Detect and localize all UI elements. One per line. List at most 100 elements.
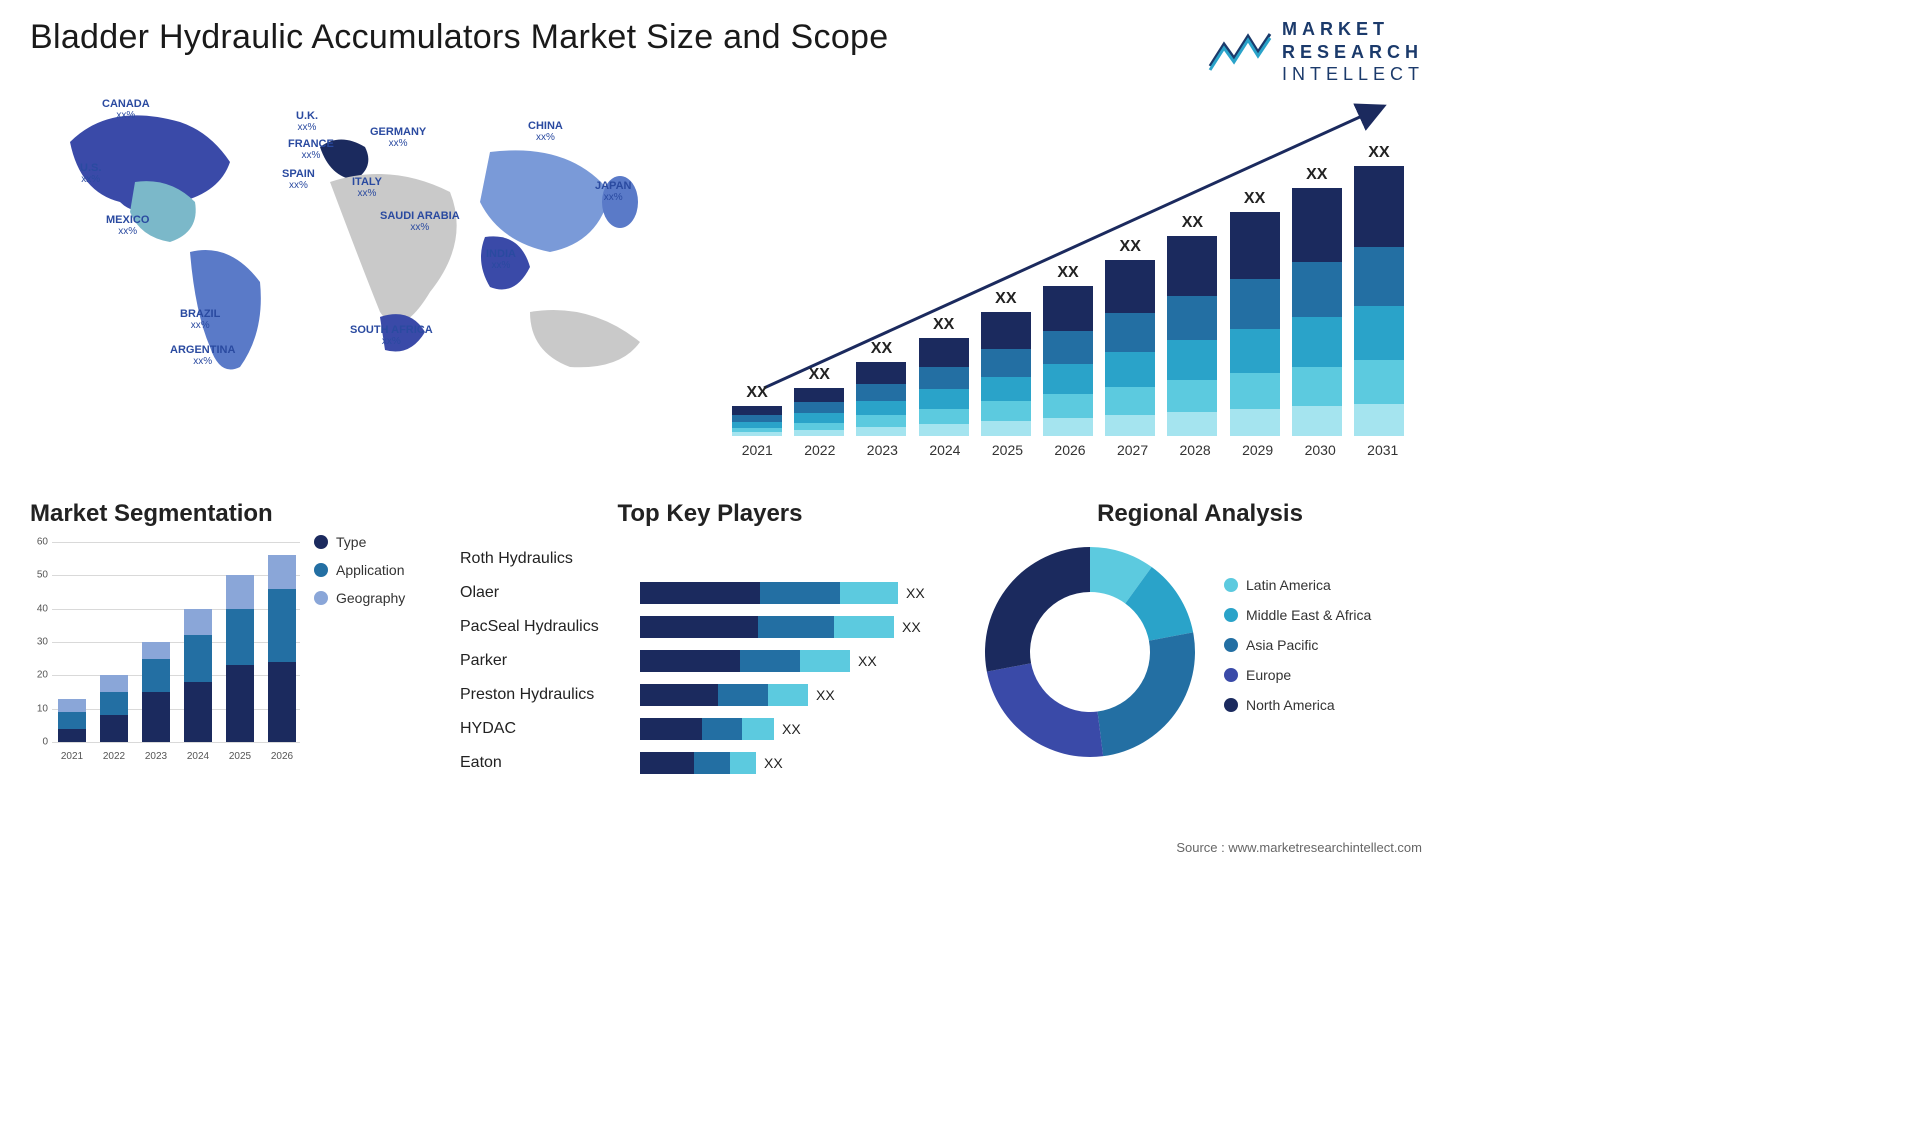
map-label: INDIAxx% <box>486 248 516 271</box>
segmentation-bar <box>138 642 174 742</box>
player-row: Preston Hydraulics XX <box>460 678 960 712</box>
forecast-year-label: 2029 <box>1230 442 1285 458</box>
forecast-year-label: 2024 <box>918 442 973 458</box>
player-value-label: XX <box>816 687 835 703</box>
segmentation-bar <box>54 699 90 742</box>
legend-item: North America <box>1224 697 1371 713</box>
segmentation-legend: Type Application Geography <box>314 534 405 618</box>
forecast-value-label: XX <box>1057 264 1078 282</box>
page-title: Bladder Hydraulic Accumulators Market Si… <box>30 18 888 57</box>
legend-item: Europe <box>1224 667 1371 683</box>
y-tick: 50 <box>37 570 48 581</box>
forecast-year-label: 2026 <box>1043 442 1098 458</box>
seg-year-label: 2025 <box>222 751 258 762</box>
player-row: ParkerXX <box>460 644 960 678</box>
player-row: Roth Hydraulics <box>460 542 960 576</box>
forecast-bar: XX <box>979 290 1033 436</box>
player-row: PacSeal HydraulicsXX <box>460 610 960 644</box>
legend-item: Application <box>314 562 405 578</box>
segmentation-chart: 0102030405060 202120222023202420252026 <box>30 542 300 762</box>
forecast-bar: XX <box>1165 214 1219 436</box>
donut-slice <box>985 547 1090 672</box>
player-name: Roth Hydraulics <box>460 550 630 568</box>
player-value-label: XX <box>764 755 783 771</box>
map-label: SAUDI ARABIAxx% <box>380 210 460 233</box>
forecast-bar: XX <box>792 366 846 436</box>
player-value-label: XX <box>782 721 801 737</box>
forecast-value-label: XX <box>1244 190 1265 208</box>
forecast-bar: XX <box>1352 144 1406 436</box>
player-name: PacSeal Hydraulics <box>460 618 630 636</box>
y-tick: 40 <box>37 603 48 614</box>
segmentation-bar <box>96 675 132 742</box>
forecast-year-label: 2028 <box>1168 442 1223 458</box>
forecast-value-label: XX <box>809 366 830 384</box>
regional-donut-chart <box>980 542 1200 762</box>
player-name: Preston Hydraulics <box>460 686 630 704</box>
forecast-bar: XX <box>1041 264 1095 436</box>
regional-title: Regional Analysis <box>980 500 1420 528</box>
map-label: SPAINxx% <box>282 168 315 191</box>
player-row: OlaerXX <box>460 576 960 610</box>
regional-section: Regional Analysis Latin America Middle Ea… <box>980 500 1420 762</box>
segmentation-bar <box>264 555 300 742</box>
legend-item: Middle East & Africa <box>1224 607 1371 623</box>
seg-year-label: 2021 <box>54 751 90 762</box>
legend-item: Latin America <box>1224 577 1371 593</box>
world-map: CANADAxx%U.S.xx%MEXICOxx%BRAZILxx%ARGENT… <box>30 92 690 392</box>
forecast-value-label: XX <box>1306 166 1327 184</box>
legend-item: Asia Pacific <box>1224 637 1371 653</box>
donut-slice <box>1098 632 1195 756</box>
segmentation-bar <box>222 575 258 742</box>
seg-year-label: 2023 <box>138 751 174 762</box>
segmentation-section: Market Segmentation 0102030405060 202120… <box>30 500 430 762</box>
player-value-label: XX <box>858 653 877 669</box>
map-label: U.S.xx% <box>80 162 101 185</box>
logo-icon <box>1208 30 1272 74</box>
seg-year-label: 2024 <box>180 751 216 762</box>
map-label: JAPANxx% <box>595 180 631 203</box>
forecast-bar: XX <box>1228 190 1282 436</box>
forecast-year-label: 2022 <box>793 442 848 458</box>
segmentation-bar <box>180 609 216 742</box>
forecast-year-label: 2031 <box>1355 442 1410 458</box>
forecast-year-label: 2030 <box>1293 442 1348 458</box>
brand-logo: MARKET RESEARCH INTELLECT <box>1208 18 1424 86</box>
map-label: FRANCExx% <box>288 138 334 161</box>
forecast-bar: XX <box>730 384 784 436</box>
legend-item: Geography <box>314 590 405 606</box>
seg-year-label: 2026 <box>264 751 300 762</box>
forecast-bar: XX <box>917 316 971 436</box>
forecast-value-label: XX <box>746 384 767 402</box>
player-row: Eaton XX <box>460 746 960 780</box>
forecast-chart: XXXXXXXXXXXXXXXXXXXXXX 20212022202320242… <box>730 88 1410 458</box>
map-label: BRAZILxx% <box>180 308 220 331</box>
player-name: HYDAC <box>460 720 630 738</box>
y-tick: 30 <box>37 637 48 648</box>
forecast-value-label: XX <box>933 316 954 334</box>
players-section: Top Key Players Roth HydraulicsOlaerXXPa… <box>460 500 960 780</box>
player-name: Eaton <box>460 754 630 772</box>
map-label: MEXICOxx% <box>106 214 149 237</box>
regional-legend: Latin America Middle East & Africa Asia Pa… <box>1224 577 1371 727</box>
map-label: CHINAxx% <box>528 120 563 143</box>
forecast-bar: XX <box>854 340 908 436</box>
forecast-bar: XX <box>1103 238 1157 436</box>
player-value-label: XX <box>906 585 925 601</box>
forecast-year-label: 2025 <box>980 442 1035 458</box>
segmentation-title: Market Segmentation <box>30 500 430 528</box>
map-label: ARGENTINAxx% <box>170 344 235 367</box>
legend-item: Type <box>314 534 405 550</box>
players-list: Roth HydraulicsOlaerXXPacSeal Hydraulics… <box>460 542 960 780</box>
forecast-year-label: 2023 <box>855 442 910 458</box>
forecast-value-label: XX <box>1368 144 1389 162</box>
y-tick: 0 <box>42 737 48 748</box>
forecast-value-label: XX <box>995 290 1016 308</box>
players-title: Top Key Players <box>460 500 960 528</box>
footer-source: Source : www.marketresearchintellect.com <box>1176 840 1422 855</box>
forecast-bar: XX <box>1290 166 1344 436</box>
map-label: ITALYxx% <box>352 176 382 199</box>
forecast-value-label: XX <box>1120 238 1141 256</box>
map-label: SOUTH AFRICAxx% <box>350 324 433 347</box>
y-tick: 10 <box>37 703 48 714</box>
